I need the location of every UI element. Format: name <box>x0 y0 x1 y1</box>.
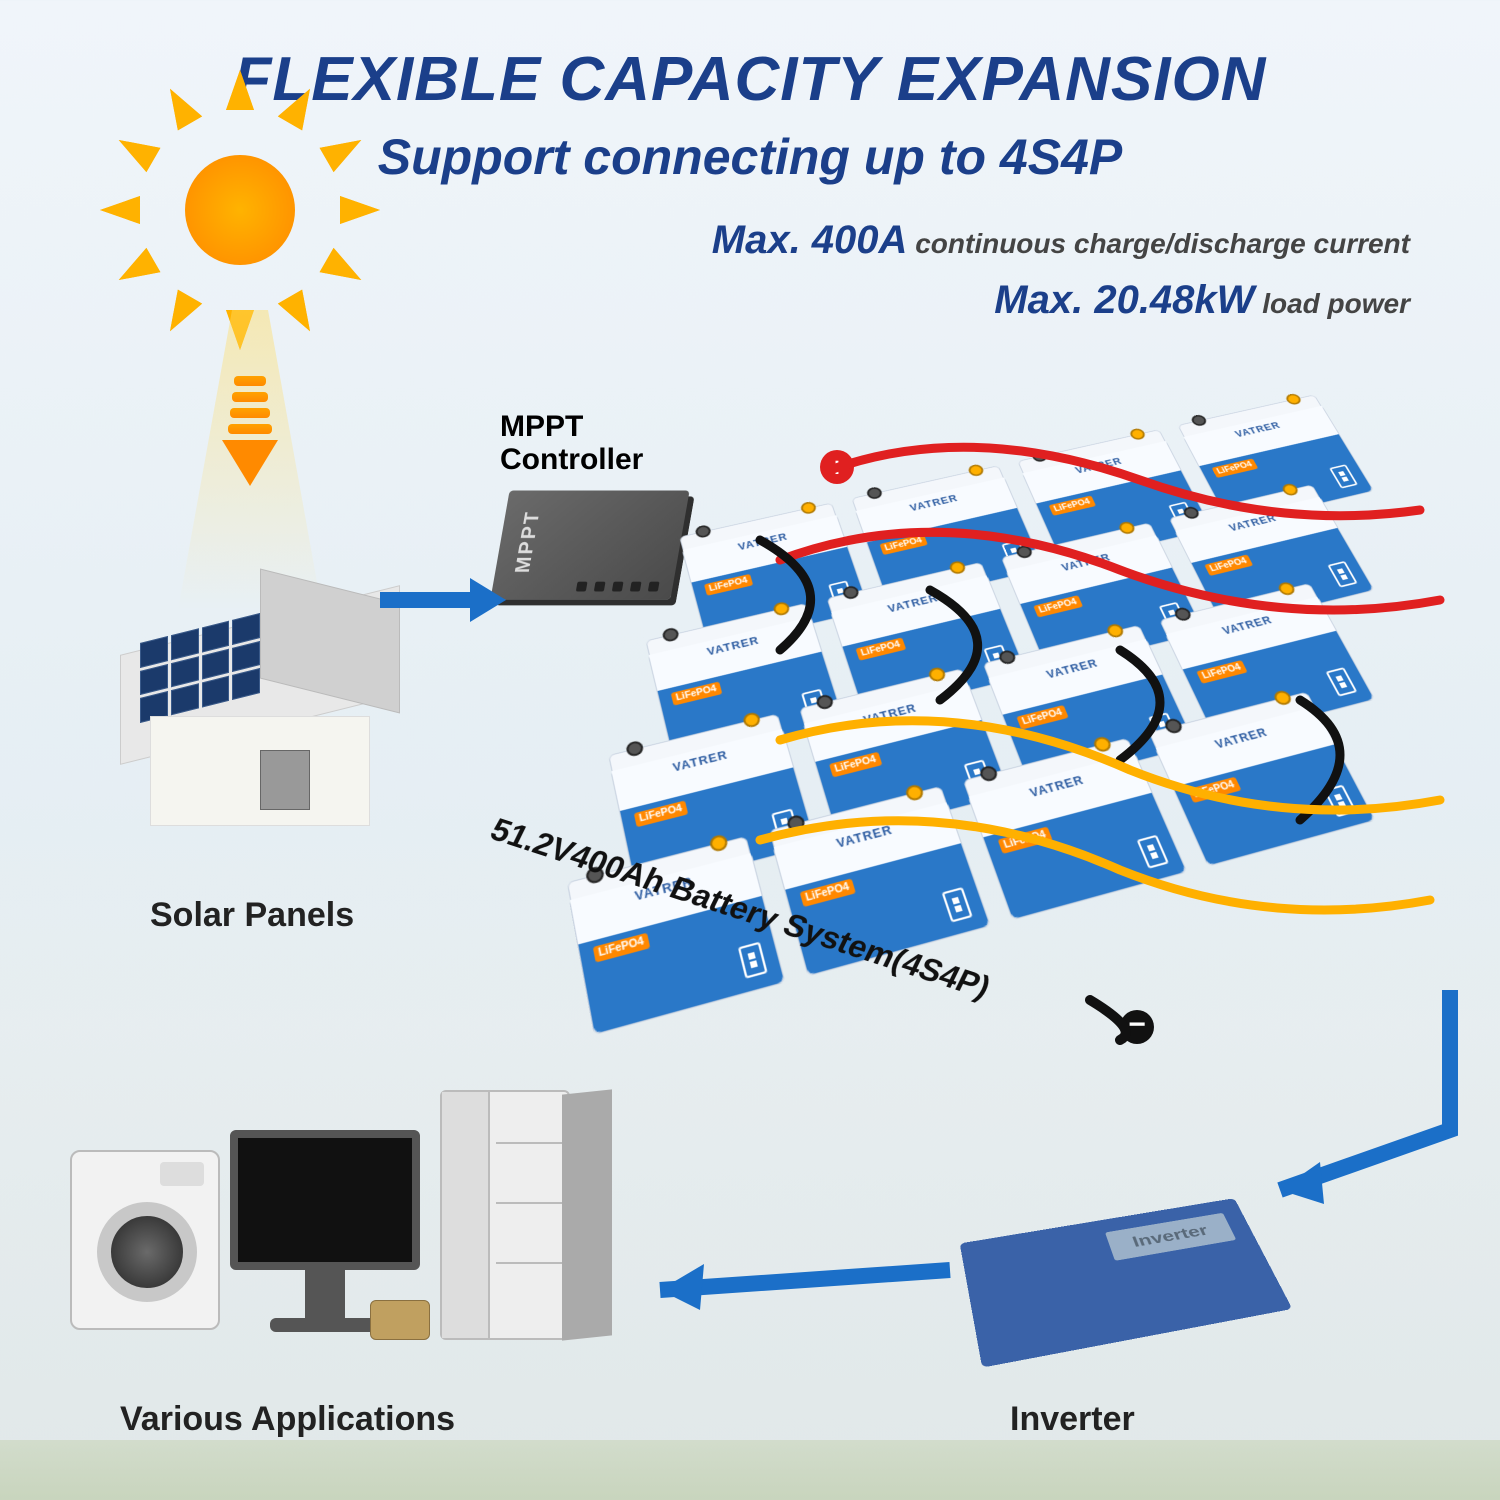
inverter-plate: Inverter <box>1105 1213 1236 1261</box>
inverter-label: Inverter <box>1010 1400 1135 1439</box>
monitor-stand <box>305 1270 345 1320</box>
toaster-icon <box>370 1300 430 1340</box>
applications-label: Various Applications <box>120 1400 455 1439</box>
arrow-triangle <box>222 440 278 486</box>
mppt-ports <box>576 582 660 592</box>
house-with-panels <box>120 620 400 840</box>
mppt-controller: MPPT <box>490 491 689 600</box>
mppt-side-text: MPPT <box>511 510 545 573</box>
meter-box <box>260 750 310 810</box>
flow-bank-to-inverter <box>1220 990 1480 1210</box>
washing-machine-icon <box>70 1150 220 1330</box>
flow-inverter-to-apps <box>600 1240 960 1320</box>
mppt-label: MPPT Controller <box>500 410 643 476</box>
sun-icon <box>110 80 370 340</box>
monitor-base <box>270 1318 380 1332</box>
down-arrow-icon <box>222 370 278 486</box>
mppt-label-line2: Controller <box>500 443 643 476</box>
appliances-group <box>70 1120 590 1380</box>
monitor-icon <box>230 1130 420 1270</box>
solar-panels-label: Solar Panels <box>150 896 354 935</box>
background-grass <box>0 1440 1500 1500</box>
refrigerator-icon <box>440 1090 570 1340</box>
arrow-bars <box>222 376 278 434</box>
minus-terminal: − <box>1120 1010 1154 1044</box>
mppt-label-line1: MPPT <box>500 410 583 443</box>
plus-terminal: + <box>820 450 854 484</box>
spec-block: Max. 400A continuous charge/discharge cu… <box>712 210 1410 330</box>
